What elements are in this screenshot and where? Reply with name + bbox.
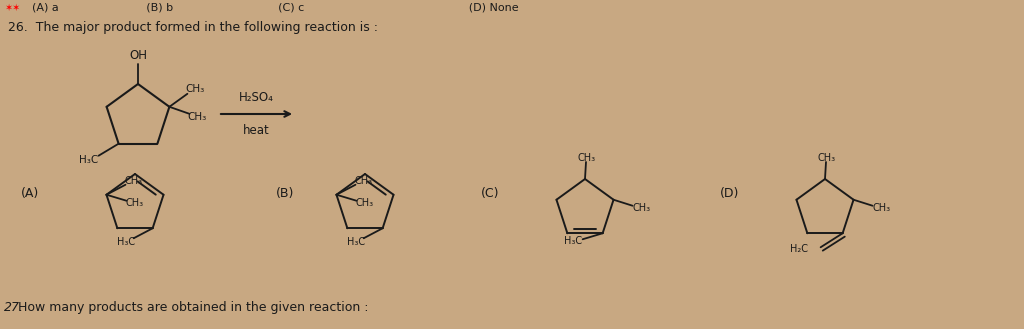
Text: CH₃: CH₃ xyxy=(355,198,374,208)
Text: (A) a                         (B) b                              (C) c          : (A) a (B) b (C) c xyxy=(18,3,518,13)
Text: 26.  The major product formed in the following reaction is :: 26. The major product formed in the foll… xyxy=(8,21,378,34)
Text: ✶✶: ✶✶ xyxy=(4,3,20,13)
Text: CH₃: CH₃ xyxy=(818,153,836,163)
Text: (D): (D) xyxy=(720,188,739,200)
Text: heat: heat xyxy=(243,124,270,138)
Text: OH: OH xyxy=(129,49,147,63)
Text: CH₃: CH₃ xyxy=(354,176,373,186)
Text: 27.: 27. xyxy=(4,301,24,314)
Text: H₃C: H₃C xyxy=(117,237,135,247)
Text: CH₃: CH₃ xyxy=(185,84,205,94)
Text: H₃C: H₃C xyxy=(79,155,98,165)
Text: CH₃: CH₃ xyxy=(578,153,596,163)
Text: CH₃: CH₃ xyxy=(187,112,207,122)
Text: CH₃: CH₃ xyxy=(124,176,142,186)
Text: How many products are obtained in the given reaction :: How many products are obtained in the gi… xyxy=(18,301,369,314)
Text: (B): (B) xyxy=(275,188,294,200)
Text: (A): (A) xyxy=(20,188,39,200)
Text: CH₃: CH₃ xyxy=(872,203,891,213)
Text: H₂C: H₂C xyxy=(790,244,808,254)
Text: (C): (C) xyxy=(480,188,500,200)
Text: H₃C: H₃C xyxy=(563,236,582,246)
Text: CH₃: CH₃ xyxy=(633,203,650,213)
Text: CH₃: CH₃ xyxy=(125,198,143,208)
Text: H₃C: H₃C xyxy=(346,237,365,247)
Text: H₂SO₄: H₂SO₄ xyxy=(239,90,274,104)
